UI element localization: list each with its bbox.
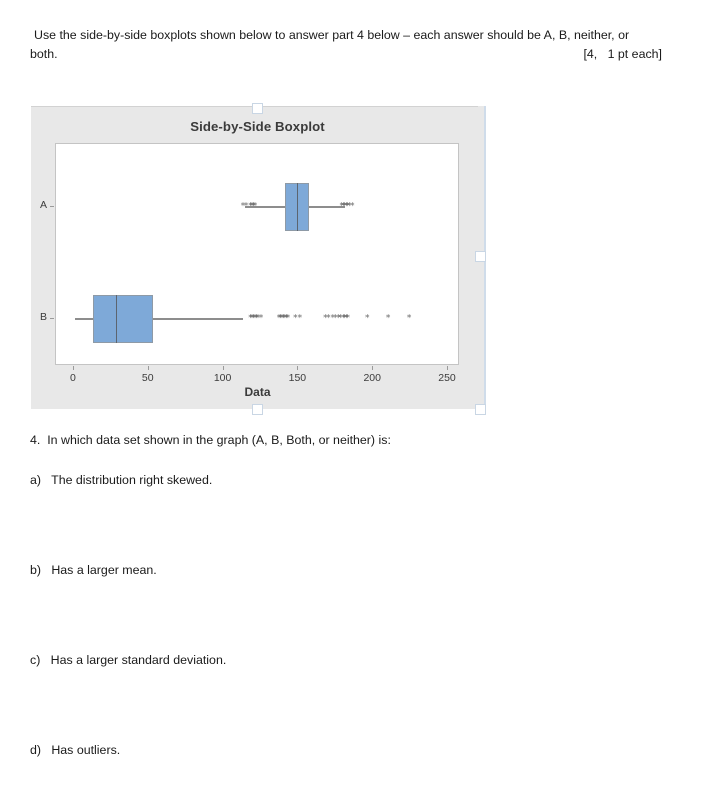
outlier-marker: * (251, 201, 256, 212)
x-axis-tick-label: 250 (438, 372, 456, 384)
outlier-marker: * (278, 313, 283, 324)
outlier-marker: * (279, 313, 285, 324)
median-a (296, 182, 298, 231)
outlier-marker: * (297, 313, 303, 324)
outlier-marker: * (254, 313, 259, 324)
outlier-marker: * (285, 313, 291, 324)
outlier-marker: * (350, 201, 355, 212)
figure-resize-handle-corner[interactable] (475, 404, 486, 415)
outlier-marker: * (258, 313, 264, 324)
x-axis-tick-label: 100 (213, 372, 232, 384)
outlier-marker: * (342, 313, 348, 324)
outlier-marker: * (243, 201, 249, 212)
x-axis-title: Data (244, 385, 271, 399)
x-axis-tick (297, 366, 299, 370)
outlier-marker: * (240, 201, 246, 212)
question-4-stem: 4. In which data set shown in the graph … (30, 433, 391, 447)
figure-resize-handle-bottom[interactable] (252, 404, 263, 415)
y-axis-label-b: B (39, 310, 47, 323)
outlier-marker: * (251, 313, 256, 324)
x-axis-tick (72, 366, 74, 370)
outlier-marker: * (338, 313, 343, 324)
outlier-marker: * (276, 313, 282, 324)
outlier-marker: * (255, 313, 261, 324)
prompt-line-1: Use the side-by-side boxplots shown belo… (34, 28, 630, 42)
x-axis-tick-label: 0 (70, 372, 76, 384)
x-axis-tick-label: 50 (141, 372, 154, 384)
outlier-marker: * (336, 313, 342, 324)
outlier-marker: * (330, 313, 336, 324)
outlier-marker: * (284, 313, 289, 324)
worksheet-prompt: Use the side-by-side boxplots shown belo… (30, 26, 690, 64)
outlier-marker: * (344, 201, 349, 212)
box-b (93, 294, 154, 343)
chart-title: Side-by-Side Boxplot (190, 119, 325, 134)
plot-panel: * * * * * * * * * * * * * * * * * * * * * * * * * * * * * * * * * * * * * * * *… (55, 143, 459, 365)
outlier-marker: * (252, 313, 258, 324)
outlier-marker: * (345, 313, 351, 324)
outlier-marker: * (326, 313, 331, 324)
outlier-marker: * (248, 201, 253, 212)
outlier-marker: * (345, 201, 351, 212)
outlier-marker: * (342, 201, 348, 212)
outlier-marker: * (281, 313, 286, 324)
outlier-marker: * (364, 313, 370, 324)
outlier-marker: * (293, 313, 298, 324)
outlier-marker: * (339, 201, 345, 212)
points-allocation: [4, 1 pt each] (583, 47, 662, 62)
outlier-marker: * (341, 201, 346, 212)
question-4b: b) Has a larger mean. (30, 563, 157, 577)
outlier-marker: * (333, 313, 339, 324)
outlier-marker: * (347, 201, 352, 212)
question-4a: a) The distribution right skewed. (30, 473, 213, 487)
figure-resize-handle-top[interactable] (252, 103, 263, 114)
boxplot-figure[interactable]: Side-by-Side Boxplot * * * * * * * * * * * * * * * * * * *… (31, 106, 484, 409)
outlier-marker: * (252, 201, 258, 212)
outlier-marker: * (282, 313, 288, 324)
median-b (115, 294, 117, 343)
x-axis-tick-label: 200 (363, 372, 381, 384)
outlier-marker: * (249, 201, 255, 212)
whisker-b (75, 317, 244, 320)
y-axis-tick (50, 205, 54, 207)
x-axis-tick (147, 366, 149, 370)
figure-resize-handle-right[interactable] (475, 251, 486, 262)
outlier-marker: * (406, 313, 412, 324)
question-4c: c) Has a larger standard deviation. (30, 653, 227, 667)
x-axis-tick (372, 366, 374, 370)
x-axis-tick (447, 366, 449, 370)
outlier-marker: * (323, 313, 328, 324)
outlier-marker: * (385, 313, 391, 324)
outlier-marker: * (344, 313, 349, 324)
y-axis-tick (50, 317, 54, 319)
outlier-marker: * (249, 313, 255, 324)
outlier-marker: * (341, 313, 346, 324)
x-axis-tick-label: 150 (288, 372, 307, 384)
prompt-line-2: both. (30, 47, 58, 62)
question-4d: d) Has outliers. (30, 743, 121, 757)
y-axis-label-a: A (39, 198, 47, 211)
outlier-marker: * (248, 313, 253, 324)
x-axis-tick (222, 366, 224, 370)
